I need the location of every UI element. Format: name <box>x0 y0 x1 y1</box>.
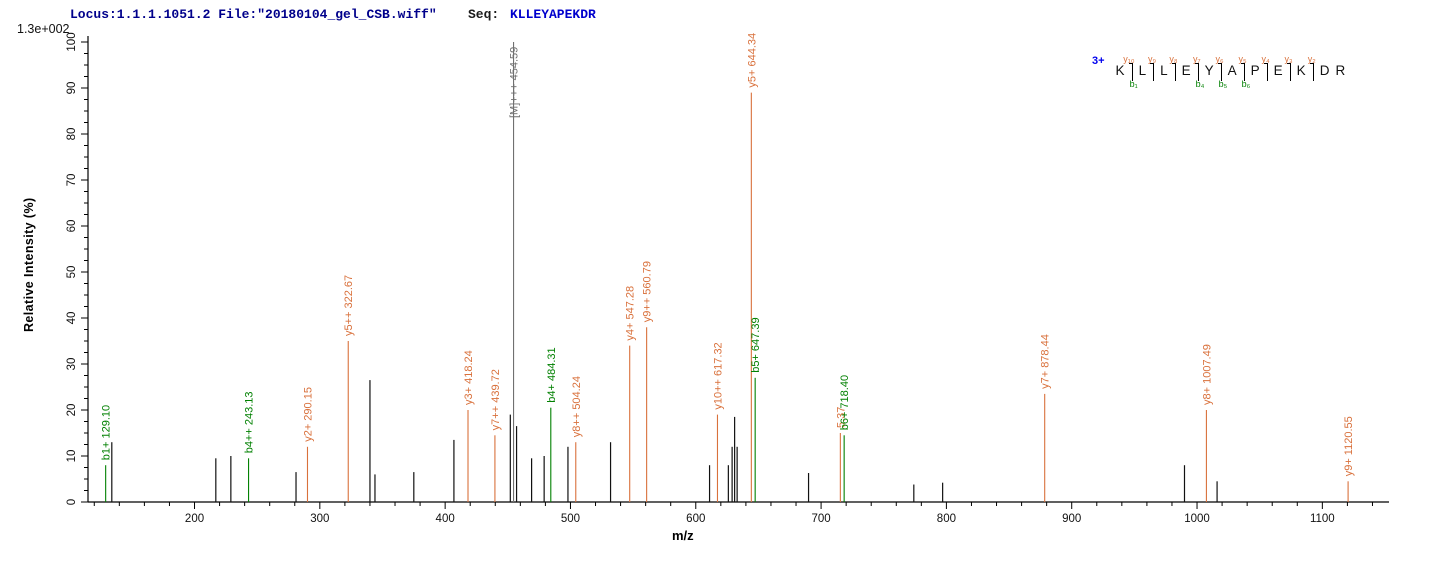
y-tick-label: 30 <box>66 358 78 371</box>
cleavage-site-mark: y₁₀ b₁ <box>1123 54 1137 89</box>
seq-label: Seq: <box>468 7 500 22</box>
y-tick-label: 10 <box>66 450 78 463</box>
y-ion-tag: y₄ <box>1261 53 1270 64</box>
peptide-residue: A <box>1227 62 1237 78</box>
peak-label: 5.37 <box>835 407 847 428</box>
peptide-residue: Y <box>1204 62 1214 78</box>
y-ion-tag: y₅ <box>1238 53 1247 64</box>
x-tick-label: 800 <box>937 513 956 525</box>
x-tick-label: 200 <box>185 513 204 525</box>
peptide-residue: P <box>1250 62 1260 78</box>
y-tick-label: 50 <box>66 266 78 279</box>
x-tick-label: 600 <box>686 513 705 525</box>
cleavage-site-mark: y₇ b₄ <box>1193 54 1204 89</box>
peak-label: b4++ 243.13 <box>244 392 256 454</box>
cleavage-site-mark: y₉ <box>1148 54 1157 81</box>
b-ion-tag: b₅ <box>1218 78 1228 89</box>
peak-label: y9+ 1120.55 <box>1343 416 1355 476</box>
y-ion-tag: y₈ <box>1169 53 1178 64</box>
peak-label: [M]+++ 454.59 <box>509 47 521 118</box>
cleavage-site-mark: y₂ <box>1308 54 1317 81</box>
peptide-residue: E <box>1181 62 1191 78</box>
y-tick-label: 20 <box>66 404 78 417</box>
cleavage-site-mark: y₈ <box>1169 54 1179 81</box>
peak-label: y3+ 418.24 <box>463 350 475 405</box>
peak-label: y8+ 1007.49 <box>1201 344 1213 405</box>
cleavage-site-mark: y₅ b₆ <box>1239 54 1251 89</box>
b-ion-tag: b₁ <box>1129 78 1138 89</box>
x-tick-label: 500 <box>561 513 580 525</box>
y-tick-label: 80 <box>66 128 78 141</box>
cleavage-site-mark: y₄ <box>1261 54 1271 81</box>
y-tick-label: 90 <box>66 82 78 95</box>
y-ion-tag: y₉ <box>1148 53 1157 64</box>
y-tick-label: 100 <box>66 32 78 51</box>
peptide-residue: R <box>1335 62 1346 78</box>
x-axis-title: m/z <box>672 528 694 543</box>
intensity-scale-note: 1.3e+002 <box>17 22 70 36</box>
peptide-residue: K <box>1115 62 1125 78</box>
x-tick-label: 700 <box>811 513 830 525</box>
peak-label: y5++ 322.67 <box>343 275 355 336</box>
sequence-value: KLLEYAPEKDR <box>510 7 596 22</box>
cleavage-site-mark: y₆ b₅ <box>1215 54 1227 89</box>
cleavage-site-mark: y₃ <box>1285 54 1294 81</box>
peak-label: b4+ 484.31 <box>546 347 558 402</box>
y-tick-label: 0 <box>66 499 78 505</box>
peak-label: b1+ 129.10 <box>101 405 113 460</box>
x-tick-label: 1000 <box>1184 513 1210 525</box>
peak-label: y9++ 560.79 <box>642 261 654 322</box>
peak-label: y4+ 547.28 <box>625 286 637 341</box>
b-ion-tag: b₆ <box>1241 78 1251 89</box>
peak-label: b6+ 718.40 <box>839 375 851 430</box>
y-tick-label: 40 <box>66 312 78 325</box>
y-ion-tag: y₁₀ <box>1123 53 1135 64</box>
peak-label: b5+ 647.39 <box>750 317 762 372</box>
locus-file-text: Locus:1.1.1.1051.2 File:"20180104_gel_CS… <box>70 7 437 22</box>
b-ion-tag: b₄ <box>1195 78 1205 89</box>
y-ion-tag: y₇ <box>1193 53 1201 64</box>
x-tick-label: 900 <box>1062 513 1081 525</box>
peptide-residue: D <box>1319 62 1330 78</box>
y-tick-label: 60 <box>66 220 78 233</box>
peptide-residue: L <box>1138 62 1147 78</box>
peak-label: y2+ 290.15 <box>302 387 314 442</box>
x-tick-label: 400 <box>436 513 455 525</box>
x-tick-label: 1100 <box>1310 513 1335 525</box>
y-ion-tag: y₃ <box>1284 53 1293 64</box>
peak-label: y10++ 617.32 <box>712 342 724 409</box>
peak-label: y7++ 439.72 <box>490 369 502 430</box>
peptide-residue: L <box>1160 62 1168 78</box>
peak-label: y7+ 878.44 <box>1040 334 1052 389</box>
x-tick-label: 300 <box>310 513 329 525</box>
y-tick-label: 70 <box>66 174 78 187</box>
peak-label: y8++ 504.24 <box>571 376 583 437</box>
peptide-residue: K <box>1296 62 1306 78</box>
y-ion-tag: y₆ <box>1215 53 1224 64</box>
peptide-residue: E <box>1273 62 1283 78</box>
peak-label: y5+ 644.34 <box>746 33 758 88</box>
precursor-charge-label: 3+ <box>1092 55 1105 67</box>
y-ion-tag: y₂ <box>1307 53 1316 64</box>
